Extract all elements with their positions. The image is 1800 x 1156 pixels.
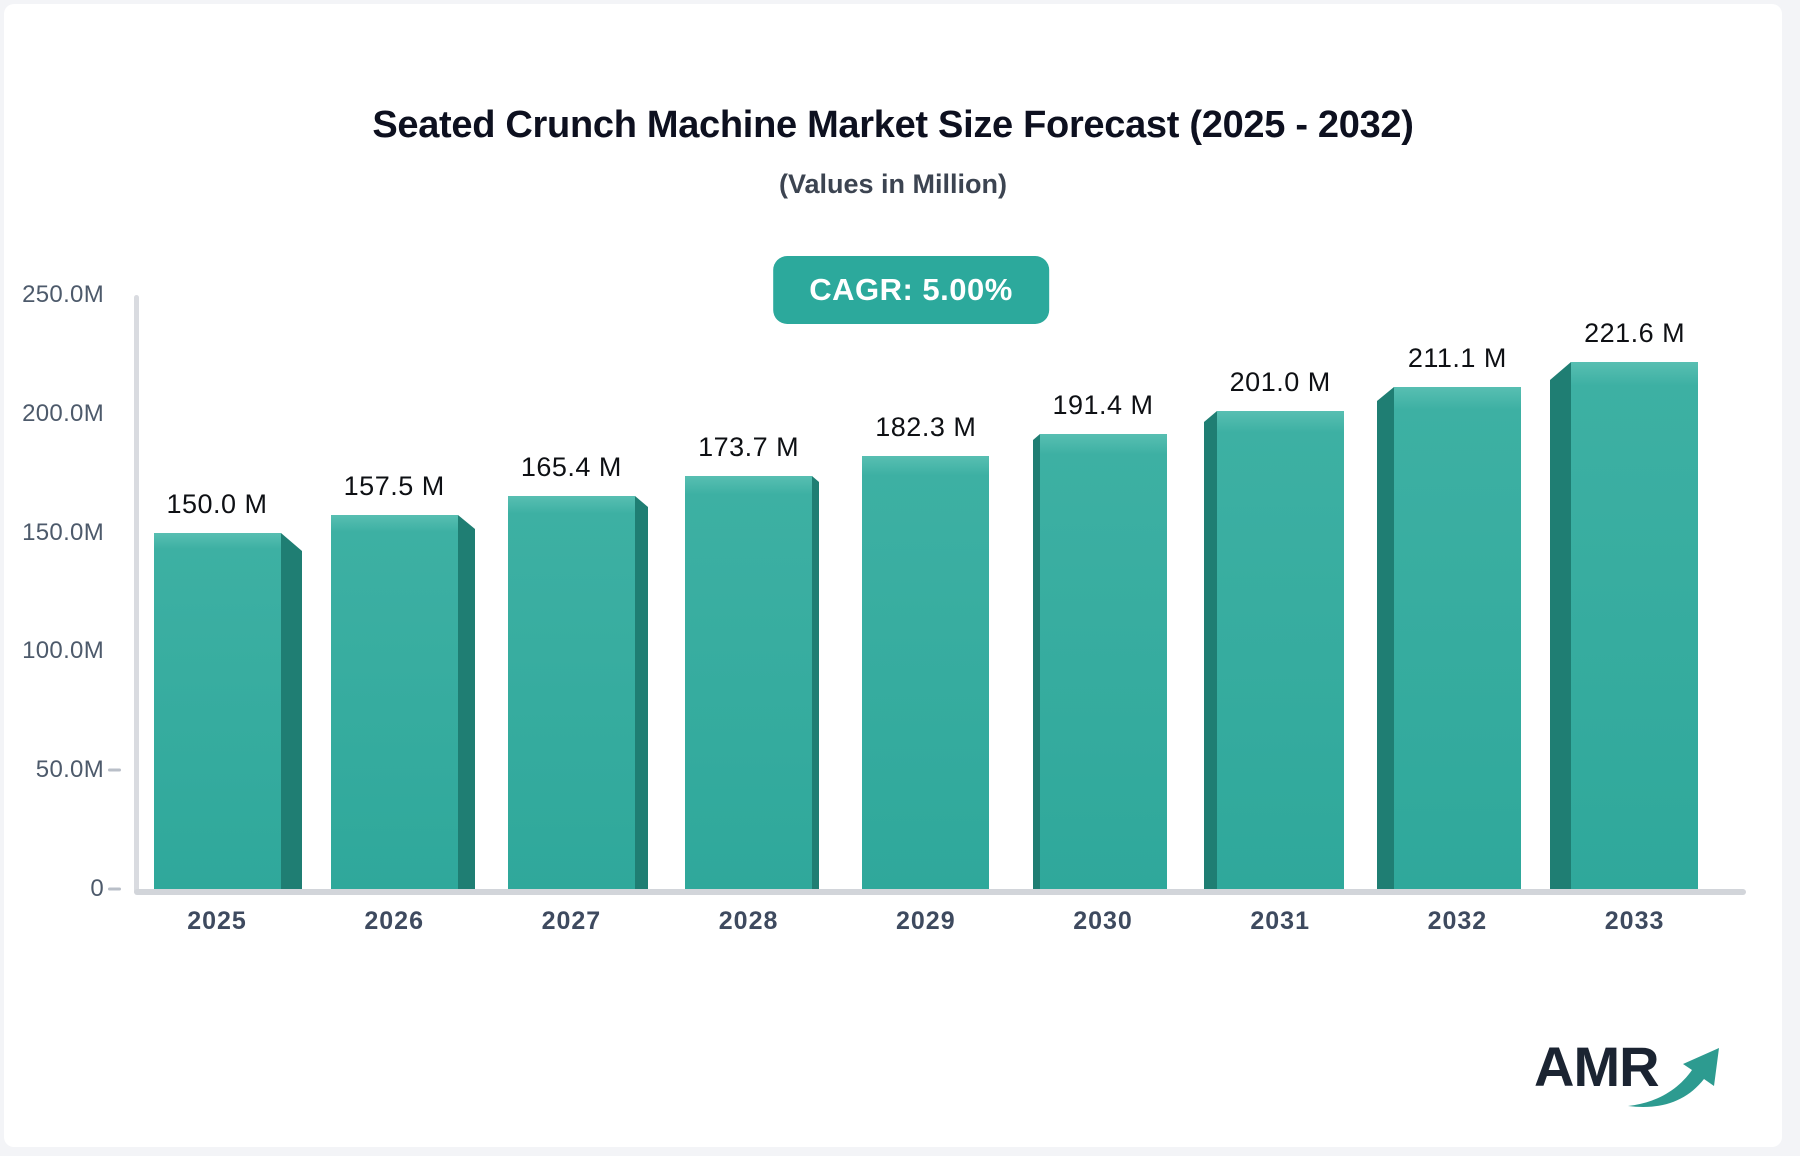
bar-side-face xyxy=(812,476,820,889)
bar-side-face xyxy=(1550,362,1572,889)
bar-front-face xyxy=(507,496,635,889)
y-axis-tick-label: 200.0M xyxy=(22,399,104,427)
bar-front-face xyxy=(153,533,281,889)
bar-value-label: 221.6 M xyxy=(1584,318,1686,348)
bar-side-face xyxy=(1203,411,1217,889)
bar-2033 xyxy=(1550,362,1699,889)
x-axis-label: 2026 xyxy=(364,907,424,935)
bar-side-face xyxy=(634,496,648,889)
y-axis-tick-dash xyxy=(108,887,121,891)
x-axis-label: 2030 xyxy=(1073,907,1133,935)
bar-2029 xyxy=(862,456,990,889)
page-subtitle: (Values in Million) xyxy=(778,169,1008,199)
y-axis-tick-label: 50.0M xyxy=(35,756,104,784)
bar-front-face xyxy=(330,515,458,889)
chart-card: Seated Crunch Machine Market Size Foreca… xyxy=(4,4,1782,1147)
y-axis-line xyxy=(134,295,139,894)
y-axis-tick-dash xyxy=(108,768,121,772)
logo-arrow-icon xyxy=(1628,1048,1719,1107)
amr-logo: AMR xyxy=(1534,1034,1724,1114)
x-axis-line xyxy=(134,889,1746,895)
bar-2031 xyxy=(1203,411,1344,889)
bar-front-face xyxy=(1216,411,1344,889)
page-title: Seated Crunch Machine Market Size Foreca… xyxy=(372,104,1414,146)
bar-value-label: 165.4 M xyxy=(520,452,622,482)
cagr-badge: CAGR: 5.00% xyxy=(773,256,1049,324)
bar-value-label: 157.5 M xyxy=(343,471,445,501)
bar-front-face xyxy=(1571,362,1699,889)
bar-value-label: 173.7 M xyxy=(698,432,800,462)
bar-value-label: 150.0 M xyxy=(166,489,268,519)
bar-front-face xyxy=(1393,387,1521,889)
bar-front-face xyxy=(685,476,813,889)
bar-side-face xyxy=(1032,434,1040,889)
y-axis-tick-label: 250.0M xyxy=(22,281,104,308)
x-axis-label: 2033 xyxy=(1604,907,1665,935)
y-axis-tick-label: 150.0M xyxy=(22,518,104,546)
x-axis-label: 2025 xyxy=(187,907,247,935)
bar-2027 xyxy=(507,496,648,889)
bar-side-face xyxy=(280,533,302,889)
x-axis-label: 2027 xyxy=(541,907,602,935)
bar-value-label: 182.3 M xyxy=(875,412,977,442)
bar-side-face xyxy=(457,515,475,889)
x-axis-label: 2032 xyxy=(1427,907,1488,935)
bar-value-label: 191.4 M xyxy=(1052,390,1154,420)
bar-2032 xyxy=(1376,387,1521,889)
y-axis-tick-label: 100.0M xyxy=(22,637,104,665)
x-axis-label: 2028 xyxy=(718,907,779,935)
bar-2025 xyxy=(153,533,302,889)
bar-value-label: 211.1 M xyxy=(1407,343,1507,373)
bar-front-face xyxy=(1039,434,1167,889)
bar-front-face xyxy=(862,456,990,889)
bar-2030 xyxy=(1032,434,1167,889)
amr-logo-text: AMR xyxy=(1534,1035,1660,1098)
bar-value-label: 201.0 M xyxy=(1229,367,1331,397)
bar-side-face xyxy=(1376,387,1394,889)
bar-2028 xyxy=(685,476,820,889)
bar-2026 xyxy=(330,515,475,889)
bar-chart-plot: 250.0M 200.0M 150.0M 100.0M 50.0M 0 150.0 M 202… xyxy=(4,4,1782,1147)
x-axis-label: 2029 xyxy=(895,907,956,935)
x-axis-label: 2031 xyxy=(1250,907,1310,935)
y-axis-tick-label: 0 xyxy=(90,875,104,902)
